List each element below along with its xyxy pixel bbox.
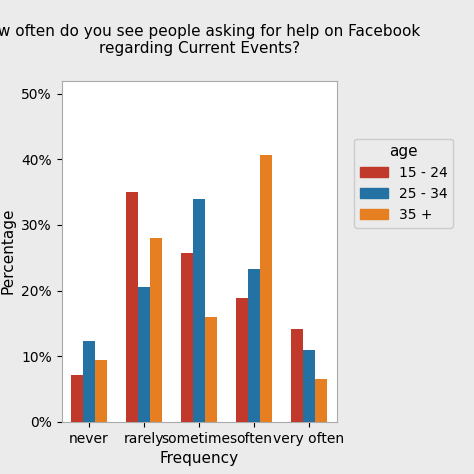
Bar bbox=[260, 155, 272, 422]
Bar bbox=[150, 238, 162, 422]
Text: How often do you see people asking for help on Facebook
regarding Current Events: How often do you see people asking for h… bbox=[0, 24, 421, 56]
Bar bbox=[248, 269, 260, 422]
Bar bbox=[205, 317, 217, 422]
Bar bbox=[181, 253, 193, 422]
Bar bbox=[138, 287, 150, 422]
Bar bbox=[83, 341, 95, 422]
Bar bbox=[126, 192, 138, 422]
Bar bbox=[303, 350, 315, 422]
Y-axis label: Percentage: Percentage bbox=[0, 208, 16, 294]
Bar bbox=[71, 374, 83, 422]
Bar bbox=[193, 199, 205, 422]
Legend: 15 - 24, 25 - 34, 35 +: 15 - 24, 25 - 34, 35 + bbox=[355, 139, 453, 228]
Bar bbox=[236, 299, 248, 422]
Bar bbox=[315, 379, 327, 422]
Bar bbox=[95, 359, 107, 422]
Bar bbox=[291, 328, 303, 422]
X-axis label: Frequency: Frequency bbox=[160, 451, 238, 466]
